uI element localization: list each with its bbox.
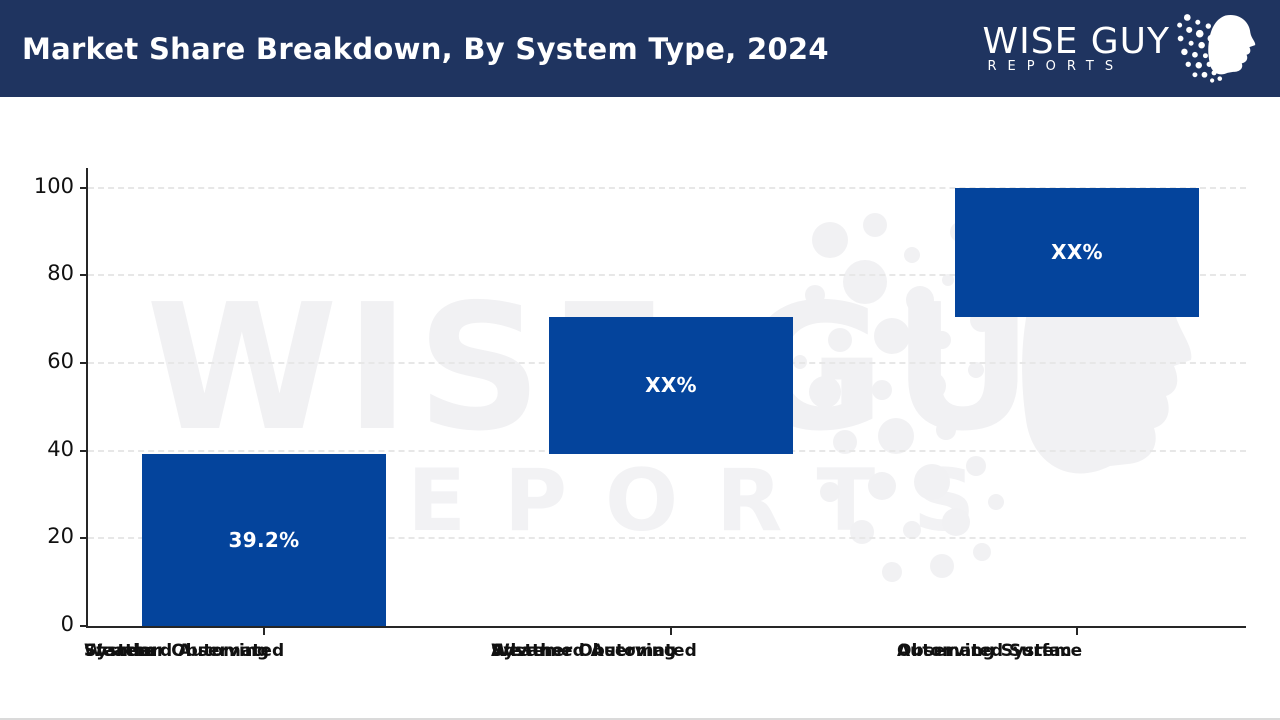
wiseguy-logo: WISE GUY REPORTS (983, 11, 1259, 87)
x-category-line: System (491, 641, 562, 661)
y-tick-mark (80, 274, 88, 277)
page-title: Market Share Breakdown, By System Type, … (22, 31, 829, 66)
x-category-line: Observing System (897, 641, 1072, 661)
bar: XX% (955, 187, 1199, 317)
logo-wordmark: WISE GUY (982, 20, 1170, 62)
x-category-line: Standard Automated (84, 641, 285, 661)
y-tick-mark (80, 537, 88, 540)
y-tick-label: 0 (60, 612, 74, 636)
x-category-line: Weather Observing (491, 641, 677, 661)
y-axis-line (86, 168, 88, 628)
y-tick-label: 100 (33, 173, 74, 198)
y-tick-mark (80, 449, 88, 452)
y-tick-label: 40 (47, 436, 74, 461)
chart-area: WISE GUY REPORTS 0 20 40 60 80 100 39.2% Standa… (0, 97, 1280, 718)
bar: 39.2% (142, 454, 386, 626)
bar: XX% (549, 316, 793, 455)
bar-label: XX% (645, 373, 697, 398)
bar-label: XX% (1051, 240, 1103, 265)
y-tick-label: 80 (47, 261, 74, 286)
bar-label: 39.2% (228, 528, 300, 553)
header: Market Share Breakdown, By System Type, … (0, 0, 1280, 97)
y-tick-mark (80, 186, 88, 189)
logo-text: WISE GUY REPORTS (982, 20, 1171, 75)
gridline (88, 186, 1246, 189)
x-tick-mark (263, 628, 265, 635)
x-category-line: System (84, 641, 155, 661)
y-tick-label: 20 (47, 524, 74, 549)
x-tick-mark (670, 628, 672, 635)
y-tick-label: 60 (47, 349, 74, 374)
y-tick-mark (80, 362, 88, 365)
y-tick-mark (80, 625, 88, 627)
logo-face-icon (1177, 13, 1256, 83)
gridline (88, 537, 1246, 540)
x-axis-line (86, 626, 1246, 628)
gridline (88, 274, 1246, 277)
x-tick-mark (1076, 628, 1078, 635)
x-category-line: Weather Observing (84, 641, 270, 661)
x-category-line: Automated Surface (897, 641, 1083, 661)
logo-subtext: REPORTS (987, 59, 1125, 75)
x-category-line: Advanced Automated (491, 641, 697, 661)
